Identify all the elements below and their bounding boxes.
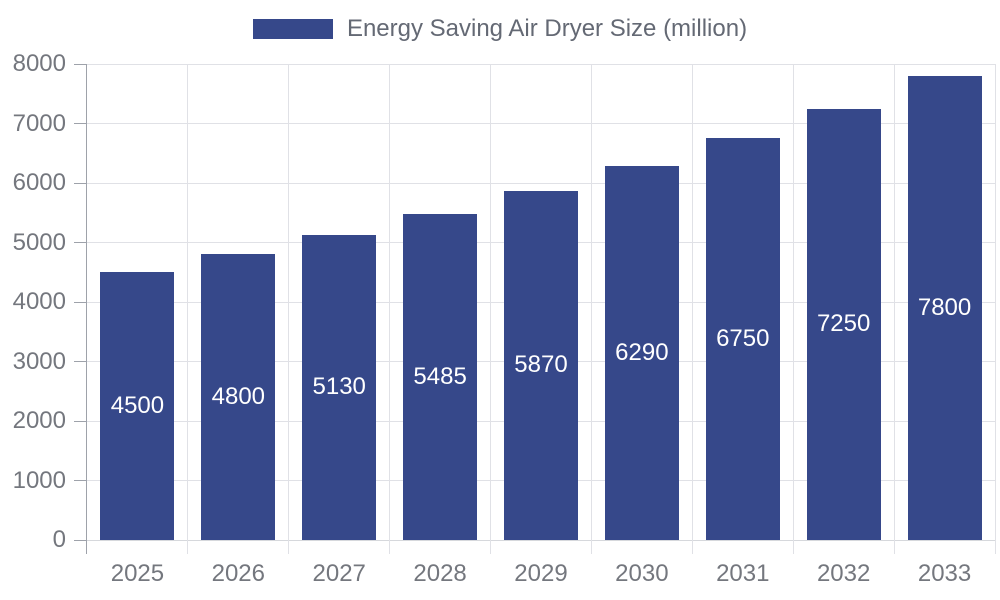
y-axis-label: 3000 xyxy=(12,347,66,375)
x-axis-label: 2033 xyxy=(917,560,972,587)
y-axis-label: 2000 xyxy=(12,407,66,434)
bar-value-label: 7800 xyxy=(917,293,972,321)
gridline-vertical xyxy=(792,64,794,554)
bar-value-label: 5870 xyxy=(514,351,568,379)
x-axis-label: 2025 xyxy=(110,560,165,587)
bar-value-label: 4800 xyxy=(211,383,266,411)
plot-area: 0 1000 2000 3000 4000 5000 6000 7000 8000 4500 202… xyxy=(13,52,996,586)
y-axis-label: 6000 xyxy=(12,169,66,196)
gridline-vertical xyxy=(590,64,592,554)
x-axis-label: 2030 xyxy=(615,560,669,587)
y-axis-label: 8000 xyxy=(12,50,66,77)
legend[interactable]: Energy Saving Air Dryer Size (million) xyxy=(0,17,1000,41)
bar-value-label: 7250 xyxy=(816,310,871,338)
bar-value-label: 6750 xyxy=(716,325,770,353)
bar-value-label: 5130 xyxy=(312,373,366,401)
y-axis-tick xyxy=(74,123,86,124)
x-axis-label: 2026 xyxy=(211,560,265,587)
gridline-vertical xyxy=(288,64,290,554)
y-axis-label: 0 xyxy=(52,526,66,553)
x-axis-label: 2028 xyxy=(413,560,467,587)
bar: 4500 xyxy=(100,272,175,540)
gridline-horizontal xyxy=(87,123,995,124)
gridline-vertical xyxy=(691,64,693,554)
y-axis-tick xyxy=(74,361,86,362)
y-axis-tick xyxy=(74,301,86,303)
y-axis-tick xyxy=(74,420,86,422)
bar-value-label: 5485 xyxy=(413,362,467,390)
x-axis-label: 2027 xyxy=(312,560,366,587)
x-axis-label: 2031 xyxy=(716,560,770,587)
y-axis-label: 5000 xyxy=(12,228,66,256)
y-axis-tick xyxy=(74,539,86,541)
bar: 7250 xyxy=(806,108,881,540)
gridline-vertical xyxy=(187,64,189,554)
bar: 5485 xyxy=(403,213,478,540)
gridline-horizontal xyxy=(87,63,995,65)
y-axis-label: 7000 xyxy=(12,109,66,137)
y-axis-tick xyxy=(74,242,86,243)
bar: 7800 xyxy=(907,75,982,540)
gridline-horizontal xyxy=(87,539,995,541)
y-axis-tick xyxy=(74,182,86,184)
x-axis-label: 2029 xyxy=(514,560,568,587)
gridline-vertical xyxy=(994,64,996,554)
y-axis-label: 1000 xyxy=(12,466,66,494)
bar: 5130 xyxy=(302,234,377,540)
bar-value-label: 4500 xyxy=(110,392,165,420)
x-axis-label: 2032 xyxy=(816,560,871,587)
bar: 6290 xyxy=(604,165,679,540)
legend-label: Energy Saving Air Dryer Size (million) xyxy=(346,15,748,42)
bar: 6750 xyxy=(705,138,780,540)
gridline-vertical xyxy=(893,64,895,554)
bar: 4800 xyxy=(201,254,276,540)
y-axis-tick xyxy=(74,63,86,65)
gridline-horizontal xyxy=(87,182,995,184)
y-axis-line xyxy=(86,64,87,554)
legend-swatch-icon xyxy=(252,19,333,39)
bar-value-label: 6290 xyxy=(615,338,669,366)
y-axis-label: 4000 xyxy=(12,288,66,315)
y-axis-tick xyxy=(74,480,86,481)
bar: 5870 xyxy=(504,190,578,540)
gridline-vertical xyxy=(490,64,492,554)
gridline-vertical xyxy=(389,64,391,554)
